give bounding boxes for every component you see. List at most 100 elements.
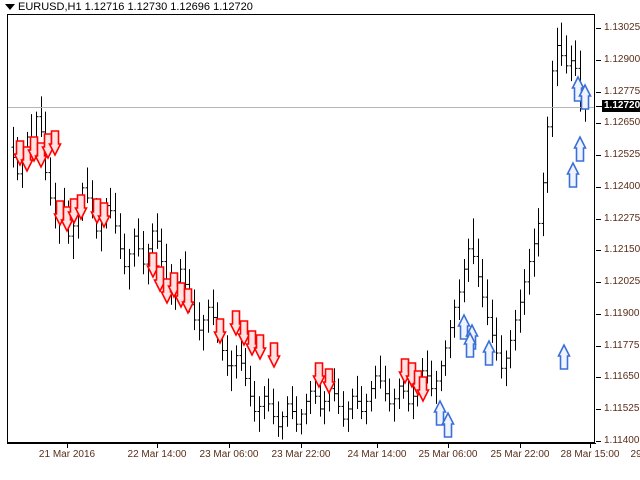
time-tick-label: 24 Mar 14:00: [347, 449, 407, 460]
ohlc-bar: [336, 378, 341, 415]
time-tick-label: 25 Mar 06:00: [418, 449, 478, 460]
current-price-tick: [596, 106, 602, 107]
ohlc-bar: [457, 279, 462, 320]
ohlc-bar: [425, 350, 430, 384]
ohlc-bar: [206, 299, 211, 333]
ohlc-bar: [308, 381, 313, 415]
ohlc-bar: [513, 309, 518, 351]
signal-arrows-layer: [13, 75, 592, 438]
ohlc-bar: [248, 365, 253, 407]
price-tick-label: 1.11400: [604, 435, 640, 446]
price-tick: [596, 441, 601, 442]
sell-arrow-icon: [213, 318, 227, 345]
ohlc-bar: [369, 381, 374, 412]
ohlc-bar: [239, 337, 244, 371]
ohlc-bar: [118, 213, 123, 259]
ohlc-bar: [555, 27, 560, 87]
ohlc-bar: [113, 192, 118, 234]
time-tick: [377, 444, 378, 448]
time-tick-label: 21 Mar 2016: [38, 449, 96, 460]
price-tick-label: 1.11775: [604, 340, 640, 351]
time-tick: [520, 444, 521, 448]
time-tick-label: 22 Mar 14:00: [127, 449, 187, 460]
ohlc-bar: [159, 228, 164, 270]
ohlc-bar: [504, 350, 509, 387]
ohlc-bar: [257, 396, 262, 432]
ohlc-bar: [499, 335, 504, 379]
ohlc-bar: [485, 279, 490, 326]
ohlc-bar: [452, 299, 457, 338]
price-tick-label: 1.11900: [604, 308, 640, 319]
price-axis[interactable]: 1.13025 1.12900 1.12775 1.12650 1.12525 1.124…: [596, 14, 640, 446]
ohlc-bar: [252, 381, 257, 422]
ohlc-bar: [48, 157, 53, 206]
ohlc-bar: [466, 238, 471, 282]
sell-arrow-icon: [416, 376, 430, 403]
ohlc-bar: [406, 375, 411, 412]
ohlc-bar: [234, 345, 239, 379]
ohlc-bar: [383, 365, 388, 402]
price-tick-label: 1.12650: [604, 117, 640, 128]
ohlc-bar: [471, 218, 476, 265]
ohlc-bar: [429, 360, 434, 397]
ohlc-bar: [299, 408, 304, 435]
ohlc-bar: [397, 378, 402, 409]
ohlc-bar: [508, 330, 513, 369]
time-axis[interactable]: 21 Mar 2016 22 Mar 14:00 23 Mar 06:00 23 Ma…: [7, 444, 640, 464]
ohlc-bar: [434, 370, 439, 404]
time-tick-label: 25 Mar 22:00: [490, 449, 550, 460]
ohlc-bar: [564, 35, 569, 74]
time-tick-label: 23 Mar 22:00: [271, 449, 331, 460]
price-tick-label: 1.12775: [604, 86, 640, 97]
ohlc-bar: [532, 228, 537, 277]
sell-arrow-icon: [229, 310, 243, 337]
time-tick: [157, 444, 158, 448]
ohlc-bar: [318, 381, 323, 417]
ohlc-bar: [518, 289, 523, 333]
ohlc-bar: [341, 391, 346, 427]
time-tick: [229, 444, 230, 448]
ohlc-bar: [527, 248, 532, 295]
ohlc-bar: [494, 317, 499, 361]
ohlc-bar: [359, 386, 364, 420]
buy-arrow-icon: [573, 135, 587, 162]
time-tick: [448, 444, 449, 448]
chevron-down-icon[interactable]: [5, 4, 15, 10]
ohlc-bar: [322, 391, 327, 425]
sell-arrow-icon: [322, 368, 336, 395]
ohlc-bar: [243, 347, 248, 387]
sell-arrow-icon: [48, 130, 62, 157]
sell-arrow-icon: [237, 320, 251, 347]
ohlc-bar: [443, 340, 448, 376]
ohlc-bar: [490, 299, 495, 343]
price-tick: [596, 187, 601, 188]
ohlc-bar: [146, 243, 151, 285]
buy-arrow-icon: [557, 343, 571, 370]
ohlc-bar: [392, 388, 397, 422]
ohlc-bar: [355, 375, 360, 409]
price-tick-label: 1.12025: [604, 276, 640, 287]
ohlc-bar: [350, 388, 355, 420]
price-tick-label: 1.11525: [604, 403, 640, 414]
price-tick: [596, 155, 601, 156]
ohlc-bar: [39, 96, 44, 137]
time-tick: [590, 444, 591, 448]
current-price-badge: 1.12720: [602, 100, 640, 112]
price-tick-label: 1.12275: [604, 213, 640, 224]
ohlc-bar: [197, 302, 202, 341]
ohlc-bar: [11, 126, 16, 168]
price-tick: [596, 314, 601, 315]
price-tick-label: 1.12150: [604, 244, 640, 255]
price-tick: [596, 92, 601, 93]
ohlc-bar: [201, 314, 206, 351]
chart-plot-frame[interactable]: [7, 14, 595, 443]
ohlc-bar: [132, 228, 137, 267]
ohlc-bar: [522, 269, 527, 315]
ohlc-bar: [550, 60, 555, 137]
ohlc-bar: [183, 251, 188, 290]
ohlc-bar: [280, 411, 285, 440]
ohlc-bar: [346, 401, 351, 432]
ohlc-bar: [271, 388, 276, 425]
ohlc-bar: [304, 393, 309, 425]
ohlc-bar: [262, 386, 267, 420]
